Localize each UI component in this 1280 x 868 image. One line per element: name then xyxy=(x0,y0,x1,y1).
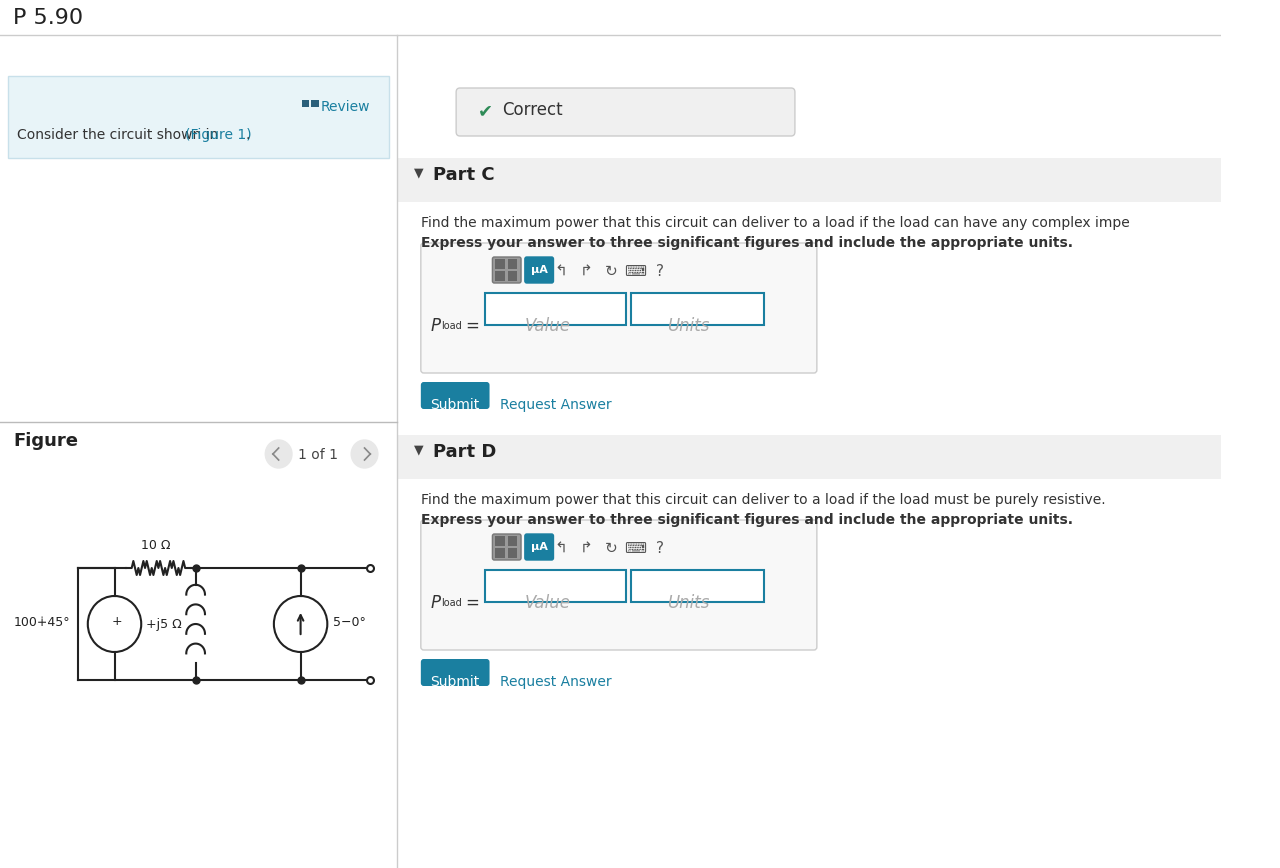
Text: Request Answer: Request Answer xyxy=(500,675,612,689)
Bar xyxy=(495,536,504,546)
Bar xyxy=(508,548,517,558)
Bar xyxy=(508,536,517,546)
Bar xyxy=(508,259,517,269)
Text: 100∔45°: 100∔45° xyxy=(13,616,70,629)
Text: ⌨: ⌨ xyxy=(625,541,646,556)
Text: =: = xyxy=(466,317,480,335)
Text: Units: Units xyxy=(667,317,709,335)
Text: ⌨: ⌨ xyxy=(625,264,646,279)
Text: ↱: ↱ xyxy=(580,264,593,279)
FancyBboxPatch shape xyxy=(421,382,489,409)
Bar xyxy=(302,100,310,107)
Bar xyxy=(495,548,504,558)
Bar xyxy=(631,293,764,325)
FancyBboxPatch shape xyxy=(525,534,553,560)
Text: =: = xyxy=(466,594,480,612)
Text: ?: ? xyxy=(657,264,664,279)
Text: load: load xyxy=(440,321,462,331)
Bar xyxy=(8,76,389,158)
Circle shape xyxy=(265,440,292,468)
Text: Express your answer to three significant figures and include the appropriate uni: Express your answer to three significant… xyxy=(421,513,1073,527)
FancyBboxPatch shape xyxy=(421,520,817,650)
FancyBboxPatch shape xyxy=(456,88,795,136)
Text: ↻: ↻ xyxy=(604,264,617,279)
Text: Value: Value xyxy=(525,317,571,335)
Text: Correct: Correct xyxy=(502,101,563,119)
Text: 1 of 1: 1 of 1 xyxy=(298,448,338,462)
Text: Figure: Figure xyxy=(13,432,78,450)
FancyBboxPatch shape xyxy=(421,659,489,686)
Bar xyxy=(495,259,504,269)
Text: P: P xyxy=(430,317,440,335)
Bar xyxy=(485,293,626,325)
FancyBboxPatch shape xyxy=(525,257,553,283)
Text: Request Answer: Request Answer xyxy=(500,398,612,412)
Bar xyxy=(397,158,1221,202)
Circle shape xyxy=(351,440,378,468)
Text: Submit: Submit xyxy=(430,398,480,412)
Bar xyxy=(485,570,626,602)
Text: Value: Value xyxy=(525,594,571,612)
Text: Part C: Part C xyxy=(433,166,495,184)
Text: .: . xyxy=(246,128,250,142)
Text: Units: Units xyxy=(667,594,709,612)
Text: 10 Ω: 10 Ω xyxy=(141,539,170,552)
Text: Submit: Submit xyxy=(430,675,480,689)
Text: load: load xyxy=(440,598,462,608)
Text: P 5.90: P 5.90 xyxy=(13,8,83,28)
Text: μA: μA xyxy=(531,542,548,552)
Text: ?: ? xyxy=(657,541,664,556)
Text: Find the maximum power that this circuit can deliver to a load if the load must : Find the maximum power that this circuit… xyxy=(421,493,1106,507)
Text: ▼: ▼ xyxy=(415,166,424,179)
Text: Review: Review xyxy=(320,100,370,114)
Text: μA: μA xyxy=(531,265,548,275)
Text: P: P xyxy=(430,594,440,612)
Bar xyxy=(631,570,764,602)
Text: Express your answer to three significant figures and include the appropriate uni: Express your answer to three significant… xyxy=(421,236,1073,250)
FancyBboxPatch shape xyxy=(493,534,521,560)
Circle shape xyxy=(88,596,141,652)
Bar xyxy=(495,271,504,281)
Text: Find the maximum power that this circuit can deliver to a load if the load can h: Find the maximum power that this circuit… xyxy=(421,216,1129,230)
Text: ▼: ▼ xyxy=(415,443,424,456)
Bar xyxy=(397,435,1221,479)
Bar xyxy=(311,100,319,107)
Bar xyxy=(508,271,517,281)
Text: +: + xyxy=(111,615,123,628)
Text: ↻: ↻ xyxy=(604,541,617,556)
Text: Part D: Part D xyxy=(433,443,497,461)
Text: ↰: ↰ xyxy=(554,264,567,279)
Text: ↱: ↱ xyxy=(580,541,593,556)
Text: ✔: ✔ xyxy=(479,102,493,120)
FancyBboxPatch shape xyxy=(421,243,817,373)
Text: (Figure 1): (Figure 1) xyxy=(186,128,252,142)
Text: +j5 Ω: +j5 Ω xyxy=(146,618,182,631)
Text: Consider the circuit shown in: Consider the circuit shown in xyxy=(17,128,223,142)
Text: ↰: ↰ xyxy=(554,541,567,556)
FancyBboxPatch shape xyxy=(493,257,521,283)
Circle shape xyxy=(274,596,328,652)
Text: 5−0°: 5−0° xyxy=(333,616,366,629)
